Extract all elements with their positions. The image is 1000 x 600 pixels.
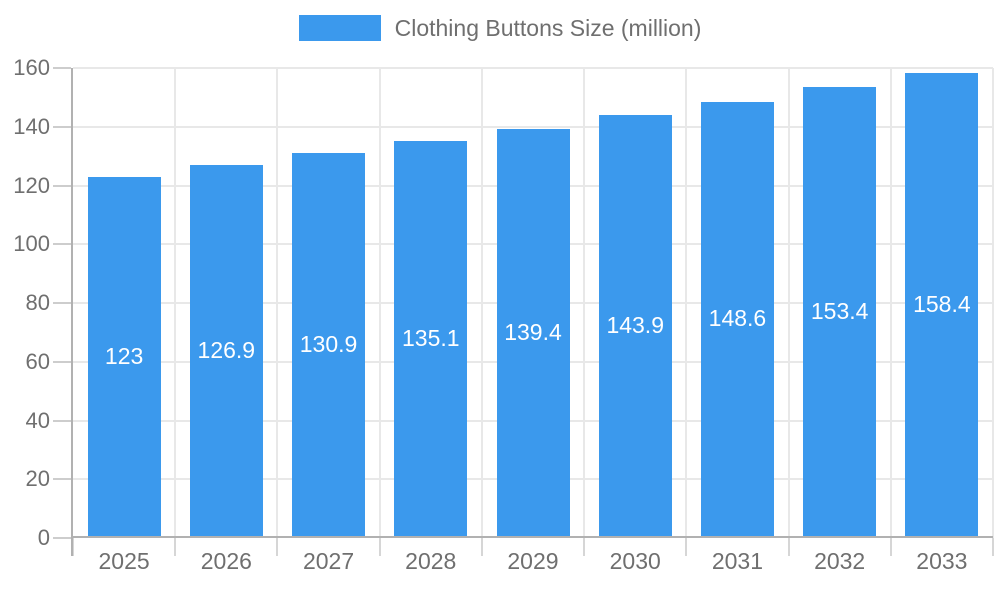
x-axis-tick bbox=[72, 538, 74, 556]
x-axis-tick bbox=[685, 538, 688, 556]
bar-value-label: 153.4 bbox=[810, 298, 869, 325]
x-gridline bbox=[276, 68, 279, 538]
plot-area: 0 20 40 60 80 100 120 140 160 123 126.9 130.9 135.1 1… bbox=[13, 55, 994, 574]
x-gridline bbox=[685, 68, 688, 538]
y-axis-label: 80 bbox=[25, 290, 50, 315]
x-axis-line bbox=[71, 536, 993, 538]
y-axis-tick bbox=[53, 360, 71, 363]
x-axis-tick bbox=[889, 538, 892, 556]
y-axis-label: 140 bbox=[13, 113, 50, 139]
bar-value-label: 135.1 bbox=[401, 325, 460, 352]
bar-value-label: 158.4 bbox=[913, 290, 971, 317]
bar-value-label: 139.4 bbox=[504, 318, 562, 345]
x-gridline bbox=[787, 68, 790, 538]
bar[interactable]: 135.1 bbox=[394, 141, 468, 536]
x-axis-tick bbox=[992, 538, 994, 556]
bar-value-label: 126.9 bbox=[197, 337, 256, 364]
x-axis-label: 2030 bbox=[609, 548, 661, 574]
y-axis-tick bbox=[53, 537, 71, 539]
y-axis-label: 100 bbox=[13, 231, 50, 257]
y-gridline bbox=[73, 67, 993, 69]
x-axis-label: 2033 bbox=[916, 548, 968, 574]
y-axis-label: 40 bbox=[25, 407, 50, 433]
y-axis-label: 120 bbox=[13, 172, 50, 198]
x-axis-tick bbox=[174, 538, 177, 556]
x-gridline bbox=[583, 68, 586, 538]
bar[interactable]: 126.9 bbox=[189, 165, 263, 536]
x-axis-label: 2031 bbox=[711, 548, 764, 574]
bar[interactable]: 143.9 bbox=[598, 115, 672, 536]
x-gridline bbox=[174, 68, 177, 538]
bar[interactable]: 139.4 bbox=[496, 128, 570, 536]
legend[interactable]: Clothing Buttons Size (million) bbox=[0, 14, 1000, 42]
x-axis-tick bbox=[378, 538, 381, 556]
y-axis-tick bbox=[53, 478, 71, 481]
legend-swatch bbox=[298, 15, 381, 41]
x-axis-label: 2029 bbox=[507, 548, 559, 574]
y-axis-label: 160 bbox=[13, 55, 50, 80]
x-gridline bbox=[480, 68, 483, 538]
y-axis-tick bbox=[53, 67, 71, 69]
x-gridline bbox=[378, 68, 381, 538]
y-axis-tick bbox=[53, 419, 71, 422]
y-axis-tick bbox=[53, 125, 71, 128]
x-axis-tick bbox=[276, 538, 279, 556]
x-axis-tick bbox=[583, 538, 586, 556]
legend-label: Clothing Buttons Size (million) bbox=[394, 15, 702, 41]
y-axis-tick bbox=[53, 302, 71, 304]
bar[interactable]: 130.9 bbox=[292, 153, 366, 536]
x-axis-label: 2026 bbox=[200, 548, 252, 574]
y-axis-label: 60 bbox=[25, 348, 50, 374]
bar-value-label: 130.9 bbox=[299, 331, 358, 358]
x-axis-tick bbox=[787, 538, 790, 556]
y-axis-tick bbox=[53, 184, 71, 187]
bar[interactable]: 148.6 bbox=[700, 101, 774, 536]
bar-value-label: 123 bbox=[104, 342, 144, 369]
x-axis-tick bbox=[480, 538, 483, 556]
x-axis-label: 2025 bbox=[98, 548, 150, 574]
y-axis-label: 20 bbox=[25, 466, 50, 492]
bar-value-label: 148.6 bbox=[708, 305, 767, 332]
bar[interactable]: 153.4 bbox=[803, 87, 877, 536]
y-axis-label: 0 bbox=[37, 525, 50, 550]
bar[interactable]: 158.4 bbox=[905, 72, 979, 536]
x-axis-label: 2027 bbox=[302, 548, 355, 574]
x-axis-label: 2028 bbox=[405, 548, 457, 574]
bar-value-label: 143.9 bbox=[606, 312, 664, 339]
x-gridline bbox=[992, 68, 994, 538]
x-gridline bbox=[889, 68, 892, 538]
bar[interactable]: 123 bbox=[87, 176, 161, 536]
y-axis-line bbox=[71, 68, 73, 556]
x-axis-label: 2032 bbox=[814, 548, 866, 574]
y-gridline bbox=[73, 125, 993, 128]
y-axis-tick bbox=[53, 243, 71, 246]
